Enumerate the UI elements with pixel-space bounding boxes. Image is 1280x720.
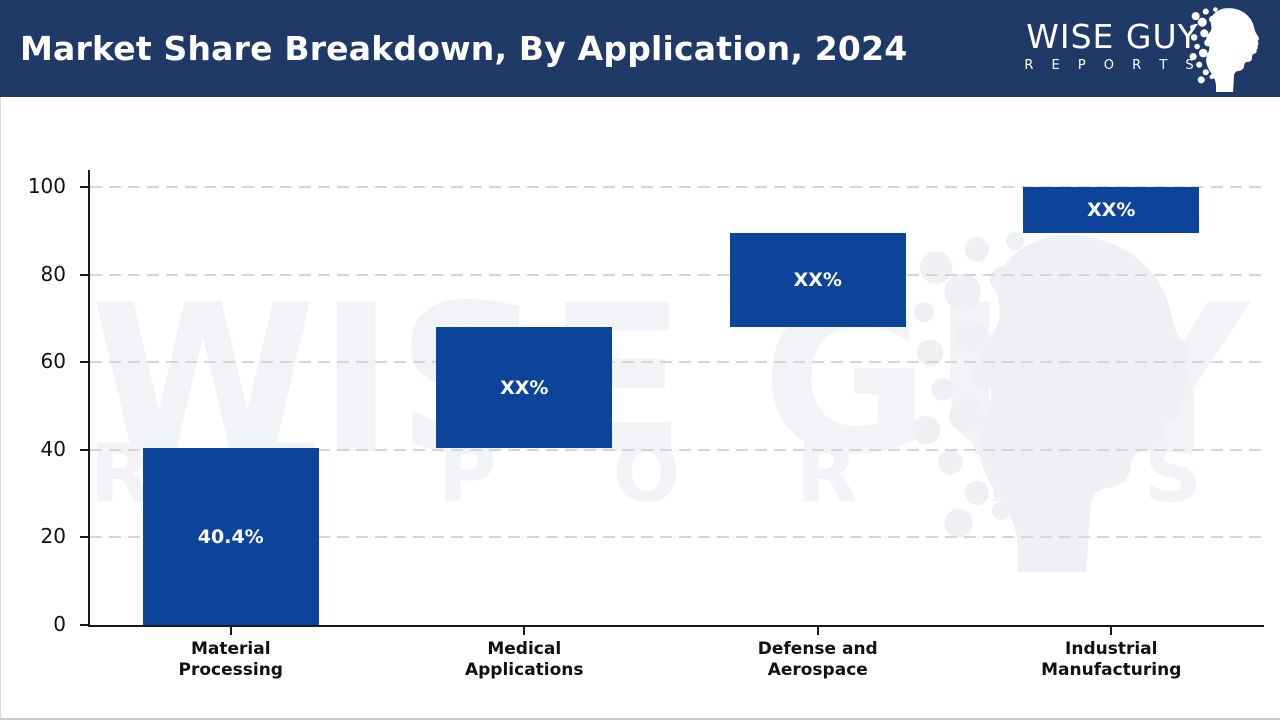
y-tick-mark-20 — [80, 536, 88, 539]
bar-defense-and-aerospace: XX% — [729, 232, 906, 328]
y-tick-mark-100 — [80, 186, 88, 188]
gridline-40 — [90, 448, 1264, 451]
y-tick-label-20: 20 — [40, 524, 66, 549]
gridline-60 — [90, 361, 1264, 364]
bar-value-label: XX% — [793, 269, 842, 292]
brand-name: WISE GUY — [1026, 17, 1199, 56]
brand-logo: WISE GUY R E P O R T S — [1020, 4, 1270, 94]
y-tick-label-100: 100 — [27, 174, 66, 198]
brand-tagline: R E P O R T S — [1024, 57, 1201, 73]
bar-value-label: XX% — [1087, 198, 1136, 221]
page-title: Market Share Breakdown, By Application, … — [20, 29, 908, 68]
y-tick-label-40: 40 — [40, 436, 66, 461]
page-bottom-border — [0, 718, 1280, 720]
y-tick-label-60: 60 — [40, 349, 66, 374]
watermark-face-icon — [911, 232, 1191, 572]
y-tick-label-80: 80 — [40, 261, 66, 286]
x-tick-mark-material-processing — [229, 627, 232, 635]
bar-medical-applications: XX% — [436, 327, 613, 449]
page-left-border — [0, 97, 1, 720]
y-tick-label-0: 0 — [53, 612, 66, 636]
y-tick-mark-60 — [80, 361, 88, 364]
x-category-label-defense-and-aerospace: Defense and Aerospace — [757, 639, 878, 681]
x-category-label-medical-applications: Medical Applications — [464, 639, 584, 681]
brand-face-icon — [1189, 7, 1259, 92]
y-tick-mark-80 — [80, 273, 88, 276]
y-tick-mark-40 — [80, 448, 88, 451]
gridline-100 — [90, 186, 1264, 188]
y-axis-spine — [88, 170, 90, 627]
bar-value-label: 40.4% — [197, 525, 264, 548]
gridline-80 — [90, 273, 1264, 276]
x-tick-mark-defense-and-aerospace — [816, 627, 819, 635]
y-tick-mark-0 — [80, 624, 88, 626]
gridline-20 — [90, 536, 1264, 539]
x-tick-mark-medical-applications — [523, 627, 526, 635]
brand-text: WISE GUY R E P O R T S — [1020, 17, 1205, 73]
x-category-label-material-processing: Material Processing — [178, 639, 283, 681]
x-axis-spine — [88, 625, 1264, 627]
bar-industrial-manufacturing: XX% — [1023, 187, 1200, 233]
bar-material-processing: 40.4% — [142, 448, 319, 625]
header-bar: Market Share Breakdown, By Application, … — [0, 0, 1280, 97]
x-category-label-industrial-manufacturing: Industrial Manufacturing — [1041, 639, 1182, 681]
x-tick-mark-industrial-manufacturing — [1110, 627, 1113, 635]
bar-value-label: XX% — [500, 376, 549, 399]
